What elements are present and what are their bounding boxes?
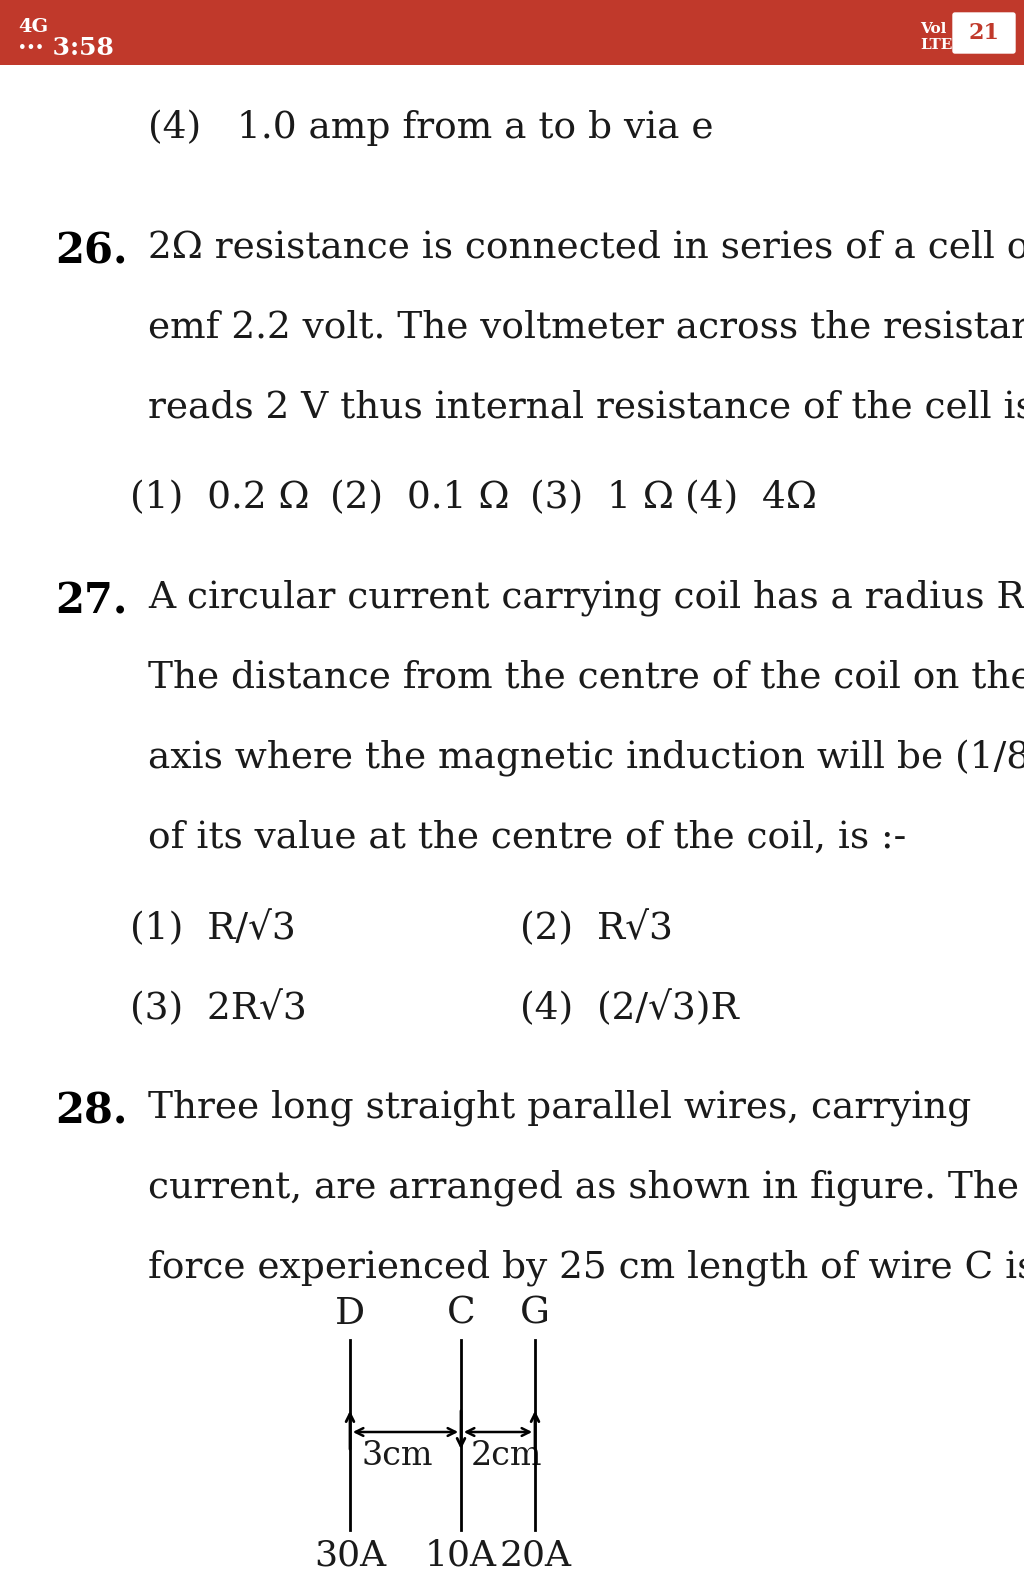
Text: (1)  R/√3: (1) R/√3 bbox=[130, 911, 296, 947]
Text: 30A: 30A bbox=[314, 1538, 386, 1571]
Text: Vol: Vol bbox=[920, 22, 946, 37]
Text: axis where the magnetic induction will be (1/8)th: axis where the magnetic induction will b… bbox=[148, 740, 1024, 777]
Text: 28.: 28. bbox=[55, 1091, 127, 1132]
Text: ··· 3:58: ··· 3:58 bbox=[18, 37, 114, 60]
Text: current, are arranged as shown in figure. The: current, are arranged as shown in figure… bbox=[148, 1170, 1019, 1207]
Text: D: D bbox=[335, 1296, 366, 1333]
Text: (4)  (2/√3)R: (4) (2/√3)R bbox=[520, 990, 738, 1027]
Text: (2)  0.1 Ω: (2) 0.1 Ω bbox=[330, 481, 510, 516]
Text: (2)  R√3: (2) R√3 bbox=[520, 911, 673, 947]
Text: 2cm: 2cm bbox=[470, 1441, 542, 1473]
Text: A circular current carrying coil has a radius R.: A circular current carrying coil has a r… bbox=[148, 579, 1024, 616]
Text: force experienced by 25 cm length of wire C is :-: force experienced by 25 cm length of wir… bbox=[148, 1250, 1024, 1286]
Text: (4)  4Ω: (4) 4Ω bbox=[685, 481, 817, 516]
Text: reads 2 V thus internal resistance of the cell is :–: reads 2 V thus internal resistance of th… bbox=[148, 390, 1024, 427]
Text: C: C bbox=[446, 1296, 475, 1333]
Text: LTE: LTE bbox=[920, 38, 952, 53]
Text: 26.: 26. bbox=[55, 229, 128, 272]
Text: 2Ω resistance is connected in series of a cell of: 2Ω resistance is connected in series of … bbox=[148, 229, 1024, 266]
Text: G: G bbox=[520, 1296, 550, 1333]
Text: 4G: 4G bbox=[18, 18, 48, 37]
Text: of its value at the centre of the coil, is :-: of its value at the centre of the coil, … bbox=[148, 820, 906, 856]
Text: 20A: 20A bbox=[499, 1538, 571, 1571]
Text: (1)  0.2 Ω: (1) 0.2 Ω bbox=[130, 481, 309, 516]
Text: (3)  2R√3: (3) 2R√3 bbox=[130, 990, 307, 1027]
Text: (3)  1 Ω: (3) 1 Ω bbox=[530, 481, 674, 516]
Text: 3cm: 3cm bbox=[361, 1441, 433, 1473]
Text: 27.: 27. bbox=[55, 579, 127, 622]
Text: (4)   1.0 amp from a to b via e: (4) 1.0 amp from a to b via e bbox=[148, 110, 714, 146]
Bar bbox=[0, 0, 1024, 65]
Text: 21: 21 bbox=[969, 22, 999, 45]
Text: Three long straight parallel wires, carrying: Three long straight parallel wires, carr… bbox=[148, 1091, 971, 1127]
Text: emf 2.2 volt. The voltmeter across the resistance: emf 2.2 volt. The voltmeter across the r… bbox=[148, 310, 1024, 345]
Text: 10A: 10A bbox=[425, 1538, 497, 1571]
FancyBboxPatch shape bbox=[953, 13, 1015, 53]
Text: The distance from the centre of the coil on the: The distance from the centre of the coil… bbox=[148, 661, 1024, 696]
